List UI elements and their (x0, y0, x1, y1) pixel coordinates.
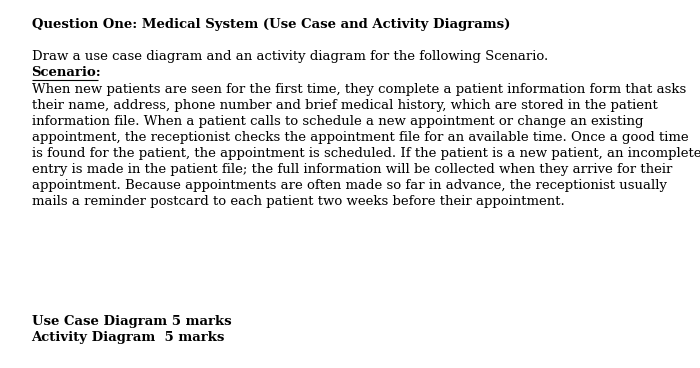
Text: appointment. Because appointments are often made so far in advance, the receptio: appointment. Because appointments are of… (32, 179, 666, 192)
Text: Scenario:: Scenario: (32, 67, 102, 79)
Text: their name, address, phone number and brief medical history, which are stored in: their name, address, phone number and br… (32, 99, 657, 112)
Text: When new patients are seen for the first time, they complete a patient informati: When new patients are seen for the first… (32, 83, 686, 96)
Text: Question One: Medical System (Use Case and Activity Diagrams): Question One: Medical System (Use Case a… (32, 18, 510, 31)
Text: entry is made in the patient file; the full information will be collected when t: entry is made in the patient file; the f… (32, 163, 672, 176)
Text: Use Case Diagram 5 marks: Use Case Diagram 5 marks (32, 315, 231, 328)
Text: is found for the patient, the appointment is scheduled. If the patient is a new : is found for the patient, the appointmen… (32, 147, 700, 160)
Text: Activity Diagram  5 marks: Activity Diagram 5 marks (32, 332, 225, 344)
Text: appointment, the receptionist checks the appointment file for an available time.: appointment, the receptionist checks the… (32, 131, 688, 144)
Text: mails a reminder postcard to each patient two weeks before their appointment.: mails a reminder postcard to each patien… (32, 195, 564, 208)
Text: information file. When a patient calls to schedule a new appointment or change a: information file. When a patient calls t… (32, 115, 643, 128)
Text: Draw a use case diagram and an activity diagram for the following Scenario.: Draw a use case diagram and an activity … (32, 50, 547, 63)
